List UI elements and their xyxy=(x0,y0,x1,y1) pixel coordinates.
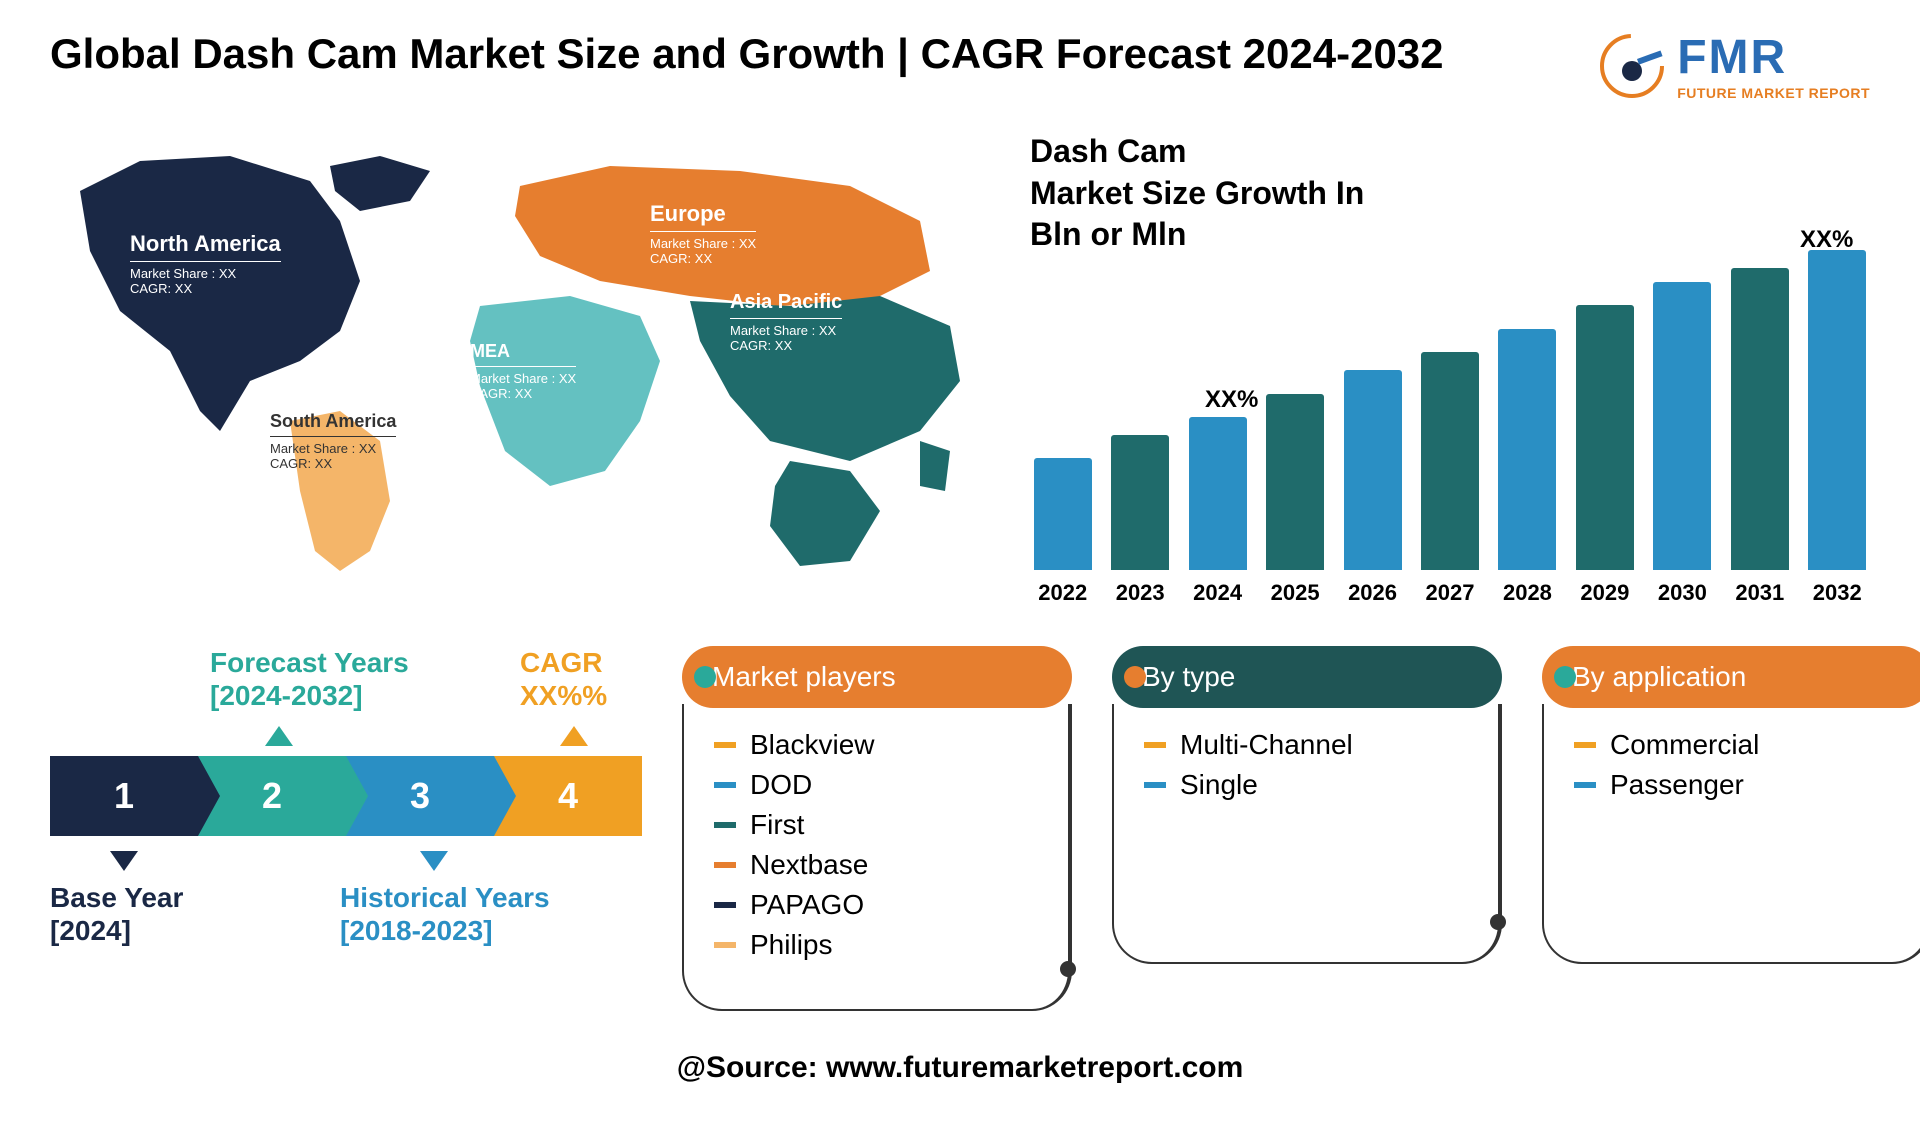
bullet-icon xyxy=(1574,742,1596,748)
bar-2028: 2028 xyxy=(1495,329,1560,606)
logo-text: FMR xyxy=(1677,30,1870,85)
bar-2032: 2032 xyxy=(1805,250,1870,606)
chart-title: Dash CamMarket Size Growth InBln or Mln xyxy=(1030,131,1870,256)
panel-body: Multi-Channel Single xyxy=(1112,704,1502,964)
timeline-segment-2: 2 xyxy=(198,756,346,836)
list-item: Blackview xyxy=(714,729,1038,761)
bar-2030: 2030 xyxy=(1650,282,1715,606)
growth-bar-chart: Dash CamMarket Size Growth InBln or Mln … xyxy=(1030,131,1870,606)
map-region-south-america: South AmericaMarket Share : XXCAGR: XX xyxy=(270,411,396,471)
list-item: Nextbase xyxy=(714,849,1038,881)
list-item: Passenger xyxy=(1574,769,1898,801)
list-item: PAPAGO xyxy=(714,889,1038,921)
chart-annotation: XX% xyxy=(1800,226,1853,254)
list-item: Commercial xyxy=(1574,729,1898,761)
bar-2029: 2029 xyxy=(1572,305,1637,605)
bullet-icon xyxy=(714,942,736,948)
bar-2023: 2023 xyxy=(1107,435,1172,605)
timeline: 1234 Base Year[2024]Forecast Years[2024-… xyxy=(50,646,642,836)
panel-header: By type xyxy=(1112,646,1502,708)
timeline-arrow-icon xyxy=(265,726,293,746)
bar-2027: 2027 xyxy=(1417,352,1482,606)
bullet-icon xyxy=(714,822,736,828)
timeline-segment-3: 3 xyxy=(346,756,494,836)
timeline-label: Base Year[2024] xyxy=(50,881,183,948)
bullet-icon xyxy=(714,742,736,748)
panel-body: Blackview DOD First Nextbase PAPAGO Philips xyxy=(682,704,1072,1011)
bullet-icon xyxy=(714,862,736,868)
bar-2024: 2024 xyxy=(1185,417,1250,606)
chart-annotation: XX% xyxy=(1205,386,1258,414)
list-item: Philips xyxy=(714,929,1038,961)
timeline-segment-1: 1 xyxy=(50,756,198,836)
list-item: Single xyxy=(1144,769,1468,801)
list-item: First xyxy=(714,809,1038,841)
bullet-icon xyxy=(1574,782,1596,788)
timeline-label: Forecast Years[2024-2032] xyxy=(210,646,409,713)
timeline-segment-4: 4 xyxy=(494,756,642,836)
bullet-icon xyxy=(1144,742,1166,748)
logo: FMR FUTURE MARKET REPORT xyxy=(1597,30,1870,101)
bullet-icon xyxy=(714,902,736,908)
panel-body: Commercial Passenger xyxy=(1542,704,1920,964)
list-item: DOD xyxy=(714,769,1038,801)
bullet-icon xyxy=(1144,782,1166,788)
timeline-label: Historical Years[2018-2023] xyxy=(340,881,550,948)
map-region-europe: EuropeMarket Share : XXCAGR: XX xyxy=(650,201,756,266)
timeline-arrow-icon xyxy=(420,851,448,871)
panel-by-application: By application Commercial Passenger xyxy=(1542,646,1920,1011)
logo-subtitle: FUTURE MARKET REPORT xyxy=(1677,85,1870,101)
panel-header: By application xyxy=(1542,646,1920,708)
panel-by-type: By type Multi-Channel Single xyxy=(1112,646,1502,1011)
panel-header: Market players xyxy=(682,646,1072,708)
list-item: Multi-Channel xyxy=(1144,729,1468,761)
map-region-asia-pacific: Asia PacificMarket Share : XXCAGR: XX xyxy=(730,291,842,353)
bar-2025: 2025 xyxy=(1262,394,1327,606)
timeline-arrow-icon xyxy=(560,726,588,746)
bullet-icon xyxy=(714,782,736,788)
map-region-north-america: North AmericaMarket Share : XXCAGR: XX xyxy=(130,231,281,296)
panel-market-players: Market players Blackview DOD First Nextbase P… xyxy=(682,646,1072,1011)
fmr-logo-icon xyxy=(1597,31,1667,101)
timeline-arrow-icon xyxy=(110,851,138,871)
world-map: North AmericaMarket Share : XXCAGR: XX So… xyxy=(50,131,990,581)
bar-2031: 2031 xyxy=(1727,268,1792,605)
bar-2022: 2022 xyxy=(1030,458,1095,605)
page-title: Global Dash Cam Market Size and Growth |… xyxy=(50,30,1444,78)
source-attribution: @Source: www.futuremarketreport.com xyxy=(50,1051,1870,1085)
timeline-label: CAGRXX%% xyxy=(520,646,607,713)
map-region-mea: MEAMarket Share : XXCAGR: XX xyxy=(470,341,576,401)
bar-2026: 2026 xyxy=(1340,370,1405,605)
